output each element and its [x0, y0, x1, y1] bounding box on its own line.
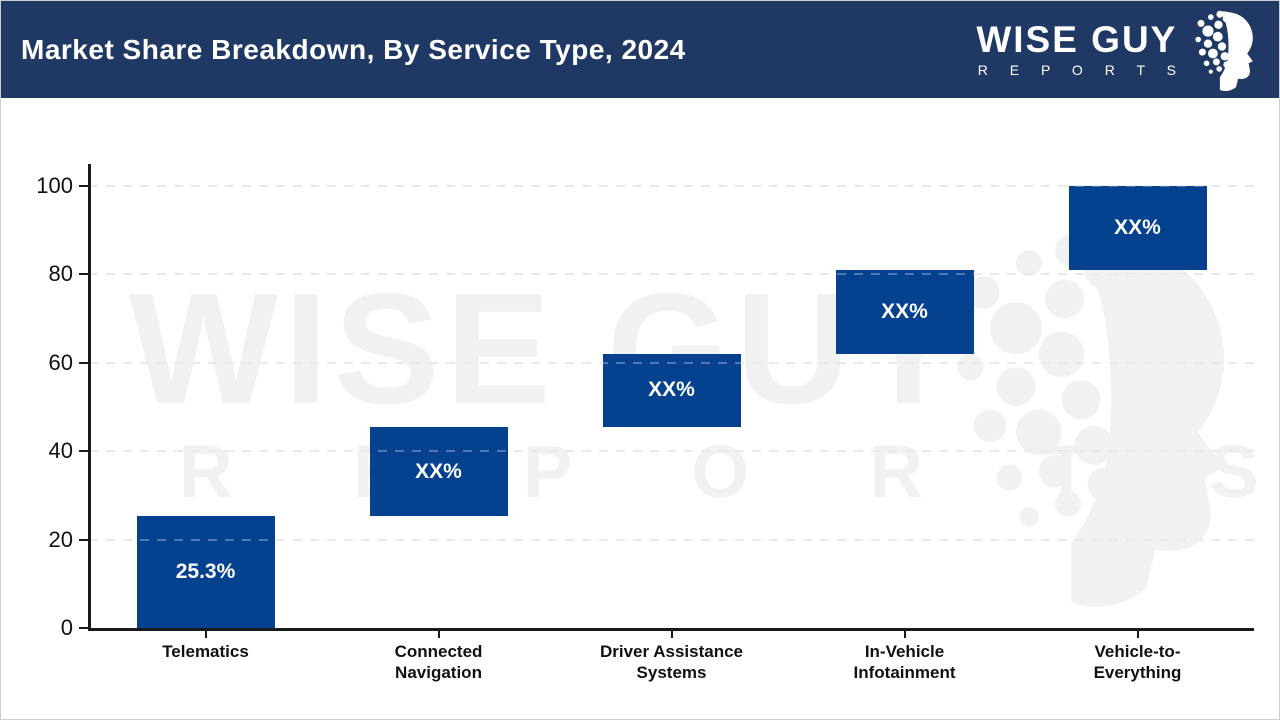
x-tick-mark — [437, 630, 440, 638]
y-tick-label: 100 — [36, 173, 73, 198]
category-label: Connected Navigation — [394, 642, 483, 682]
logo-wordmark: WISE GUY R E P O R T S — [969, 21, 1185, 78]
x-tick-mark — [903, 630, 906, 638]
y-axis-line — [88, 164, 91, 631]
category-label: Vehicle-to- Everything — [1093, 642, 1182, 682]
head-dots-icon — [1195, 10, 1253, 91]
bar-value-label: XX% — [415, 459, 462, 483]
y-tick-label: 40 — [48, 438, 73, 464]
logo-reports-text: R E P O R T S — [977, 62, 1185, 78]
gridline-overlay — [89, 538, 1254, 541]
gridline-overlay — [89, 185, 1254, 187]
bar-value-label: 25.3% — [175, 560, 236, 584]
gridline-overlay — [89, 450, 1254, 453]
gridline-overlay — [89, 273, 1254, 276]
y-tick-label: 80 — [48, 261, 73, 287]
y-tick-label: 20 — [48, 526, 73, 552]
gridline — [89, 273, 1254, 276]
y-tick-mark — [79, 361, 88, 364]
y-tick-mark — [79, 273, 88, 276]
gridline — [89, 185, 1254, 187]
category-label: Telematics — [162, 642, 249, 661]
y-tick-mark — [79, 450, 88, 453]
y-tick-label: 0 — [60, 615, 73, 640]
y-tick-mark — [79, 538, 88, 541]
bar: XX% — [835, 269, 974, 354]
bar-value-label: XX% — [1114, 215, 1161, 239]
gridline-overlay — [89, 361, 1254, 364]
watermark-wiseguy-text: WISE GUY — [129, 261, 968, 437]
y-tick-mark — [79, 627, 88, 629]
gridline — [89, 450, 1254, 453]
x-tick-mark — [670, 630, 673, 638]
category-label: In-Vehicle Infotainment — [853, 642, 956, 682]
bar: XX% — [369, 426, 508, 517]
x-axis-line — [88, 628, 1254, 631]
x-tick-mark — [1136, 630, 1139, 638]
bar-value-label: XX% — [881, 299, 928, 323]
logo-wiseguy-text: WISE GUY — [976, 19, 1178, 60]
gridline — [89, 538, 1254, 541]
y-tick-mark — [79, 185, 88, 187]
bar: 25.3% — [136, 516, 275, 628]
bar: XX% — [602, 353, 741, 427]
x-tick-mark — [204, 630, 207, 638]
header-bar: Market Share Breakdown, By Service Type,… — [1, 1, 1279, 98]
bar-value-label: XX% — [648, 378, 695, 402]
wise-guy-logo: WISE GUY R E P O R T S — [969, 8, 1279, 92]
bar: XX% — [1068, 186, 1207, 270]
y-tick-label: 60 — [48, 349, 73, 375]
category-label: Driver Assistance Systems — [599, 642, 743, 682]
page-title: Market Share Breakdown, By Service Type,… — [21, 33, 686, 65]
